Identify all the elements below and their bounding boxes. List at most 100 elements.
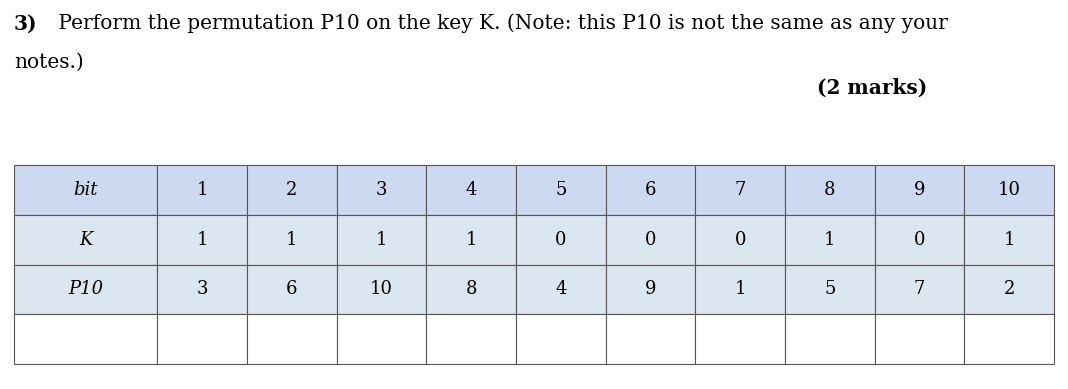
Bar bbox=[336, 265, 426, 314]
Bar bbox=[336, 215, 426, 265]
Bar bbox=[875, 165, 964, 215]
Text: 0: 0 bbox=[555, 231, 567, 249]
Text: notes.): notes.) bbox=[14, 53, 83, 72]
Text: 1: 1 bbox=[824, 231, 835, 249]
Bar bbox=[606, 265, 695, 314]
Text: 7: 7 bbox=[914, 280, 925, 298]
Bar bbox=[157, 165, 247, 215]
Bar bbox=[336, 215, 426, 265]
Bar bbox=[695, 314, 785, 364]
Bar bbox=[875, 215, 964, 265]
Bar bbox=[247, 314, 336, 364]
Bar bbox=[157, 314, 247, 364]
Bar bbox=[875, 265, 964, 314]
Text: 7: 7 bbox=[735, 181, 745, 199]
Bar bbox=[426, 215, 516, 265]
Bar bbox=[157, 215, 247, 265]
Bar bbox=[14, 265, 157, 314]
Bar bbox=[247, 314, 336, 364]
Bar bbox=[516, 215, 606, 265]
Bar bbox=[964, 215, 1054, 265]
Bar bbox=[606, 265, 695, 314]
Bar bbox=[157, 314, 247, 364]
Bar bbox=[785, 265, 875, 314]
Bar bbox=[157, 265, 247, 314]
Bar bbox=[14, 265, 157, 314]
Bar bbox=[695, 215, 785, 265]
Bar bbox=[157, 215, 247, 265]
Text: 8: 8 bbox=[824, 181, 835, 199]
Text: 1: 1 bbox=[735, 280, 747, 298]
Bar bbox=[247, 265, 336, 314]
Bar bbox=[606, 314, 695, 364]
Bar bbox=[14, 165, 157, 215]
Bar bbox=[964, 265, 1054, 314]
Text: 9: 9 bbox=[914, 181, 925, 199]
Bar bbox=[695, 165, 785, 215]
Bar bbox=[14, 314, 157, 364]
Bar bbox=[516, 314, 606, 364]
Bar bbox=[14, 215, 157, 265]
Bar bbox=[426, 165, 516, 215]
Text: 3: 3 bbox=[376, 181, 388, 199]
Bar bbox=[606, 165, 695, 215]
Bar bbox=[964, 314, 1054, 364]
Bar bbox=[516, 265, 606, 314]
Text: 10: 10 bbox=[370, 280, 393, 298]
Bar bbox=[964, 314, 1054, 364]
Bar bbox=[426, 165, 516, 215]
Bar bbox=[516, 165, 606, 215]
Bar bbox=[964, 165, 1054, 215]
Bar bbox=[516, 215, 606, 265]
Text: bit: bit bbox=[74, 181, 98, 199]
Text: 1: 1 bbox=[376, 231, 388, 249]
Text: 6: 6 bbox=[645, 181, 657, 199]
Bar bbox=[14, 314, 157, 364]
Text: 1: 1 bbox=[286, 231, 298, 249]
Text: 10: 10 bbox=[998, 181, 1021, 199]
Bar bbox=[695, 265, 785, 314]
Bar bbox=[875, 165, 964, 215]
Bar bbox=[875, 314, 964, 364]
Bar bbox=[695, 165, 785, 215]
Text: 6: 6 bbox=[286, 280, 298, 298]
Bar bbox=[516, 165, 606, 215]
Text: 3: 3 bbox=[197, 280, 208, 298]
Bar bbox=[14, 165, 157, 215]
Bar bbox=[157, 265, 247, 314]
Bar bbox=[875, 265, 964, 314]
Text: 8: 8 bbox=[466, 280, 477, 298]
Bar bbox=[426, 215, 516, 265]
Text: P10: P10 bbox=[68, 280, 104, 298]
Bar bbox=[785, 314, 875, 364]
Bar bbox=[785, 215, 875, 265]
Bar bbox=[606, 215, 695, 265]
Bar bbox=[247, 215, 336, 265]
Text: Perform the permutation P10 on the key K. (Note: this P10 is not the same as any: Perform the permutation P10 on the key K… bbox=[52, 14, 948, 33]
Text: 1: 1 bbox=[466, 231, 477, 249]
Bar bbox=[785, 165, 875, 215]
Text: 1: 1 bbox=[1004, 231, 1015, 249]
Text: 3): 3) bbox=[14, 14, 37, 33]
Text: 5: 5 bbox=[555, 181, 567, 199]
Bar bbox=[336, 165, 426, 215]
Text: 2: 2 bbox=[1004, 280, 1015, 298]
Bar bbox=[247, 215, 336, 265]
Bar bbox=[875, 314, 964, 364]
Bar bbox=[785, 265, 875, 314]
Bar bbox=[695, 314, 785, 364]
Bar bbox=[964, 215, 1054, 265]
Bar bbox=[785, 215, 875, 265]
Bar bbox=[695, 265, 785, 314]
Bar bbox=[247, 165, 336, 215]
Bar bbox=[964, 165, 1054, 215]
Bar bbox=[606, 215, 695, 265]
Bar bbox=[695, 215, 785, 265]
Bar bbox=[336, 265, 426, 314]
Bar bbox=[426, 265, 516, 314]
Bar bbox=[426, 314, 516, 364]
Text: 1: 1 bbox=[197, 181, 208, 199]
Bar bbox=[875, 215, 964, 265]
Bar bbox=[336, 314, 426, 364]
Bar bbox=[606, 165, 695, 215]
